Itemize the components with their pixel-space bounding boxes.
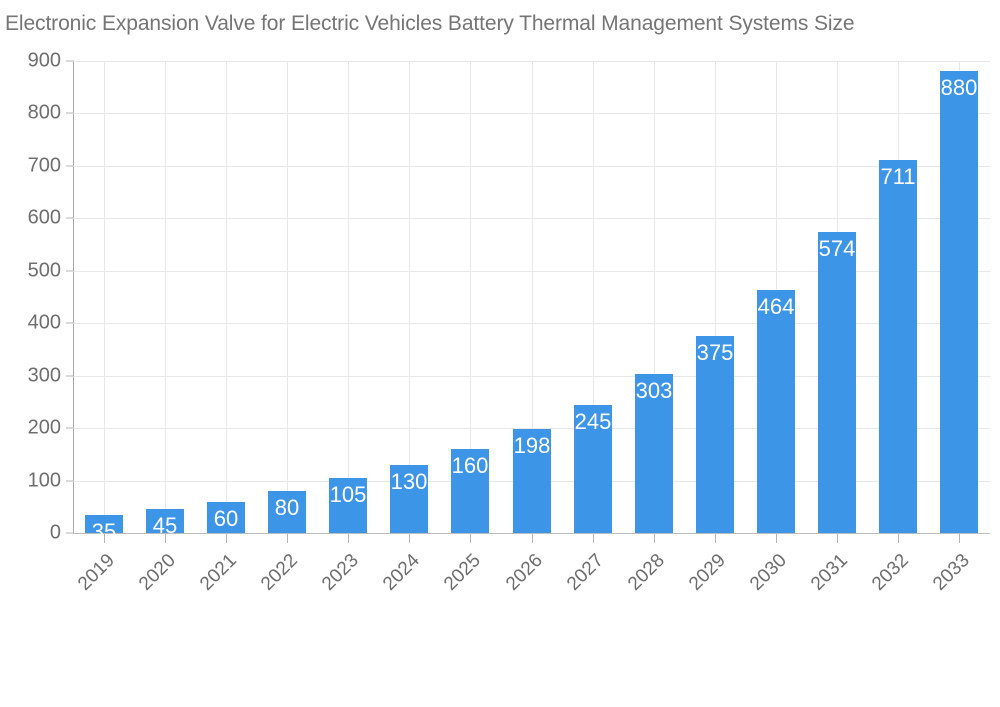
gridline-horizontal	[73, 533, 990, 534]
chart-title: Electronic Expansion Valve for Electric …	[5, 12, 855, 35]
bar[interactable]	[635, 374, 673, 533]
gridline-horizontal	[73, 61, 990, 62]
x-axis-tick-mark	[226, 534, 227, 543]
x-axis-tick-mark	[287, 534, 288, 543]
x-axis-tick-mark	[532, 534, 533, 543]
bar[interactable]	[390, 465, 428, 533]
gridline-horizontal	[73, 375, 990, 377]
bar-value-label: 130	[390, 469, 428, 494]
bar-value-label: 880	[940, 75, 978, 100]
x-axis-tick-mark	[654, 534, 655, 543]
gridline-vertical	[348, 61, 349, 533]
bar-value-label: 105	[329, 482, 367, 507]
x-axis-tick-mark	[165, 534, 166, 543]
bar-chart: Electronic Expansion Valve for Electric …	[5, 12, 990, 595]
bar[interactable]	[207, 502, 245, 533]
bar[interactable]	[757, 290, 795, 533]
bar[interactable]	[879, 160, 917, 533]
gridline-vertical	[593, 61, 594, 533]
bar[interactable]	[574, 405, 612, 533]
gridline-vertical	[226, 61, 227, 533]
x-axis-tick-mark	[409, 534, 410, 543]
y-axis-tick-label: 400	[27, 311, 61, 334]
bar-value-label: 574	[818, 236, 856, 261]
y-axis-tick-label: 800	[27, 101, 61, 124]
gridline-horizontal	[73, 323, 990, 325]
bar-value-label: 198	[513, 433, 551, 458]
gridline-horizontal	[73, 428, 990, 430]
gridline-vertical	[470, 61, 471, 533]
bar-value-label: 80	[274, 495, 300, 520]
bar[interactable]	[146, 509, 184, 533]
x-axis-tick-mark	[776, 534, 777, 543]
x-axis-tick-mark	[837, 534, 838, 543]
y-axis-tick-label: 600	[27, 206, 61, 229]
gridline-vertical	[165, 61, 166, 533]
bar[interactable]	[329, 478, 367, 533]
y-axis-tick-label: 700	[27, 154, 61, 177]
bar-value-label: 711	[880, 164, 916, 189]
bar[interactable]	[451, 449, 489, 533]
gridline-horizontal	[73, 113, 990, 115]
bar-value-label: 303	[635, 378, 673, 403]
bar[interactable]	[268, 491, 306, 533]
gridline-vertical	[287, 61, 288, 533]
y-axis-line	[73, 61, 74, 534]
x-axis-tick-mark	[715, 534, 716, 543]
bar-value-label: 160	[451, 453, 489, 478]
bar[interactable]	[85, 515, 123, 533]
x-axis-tick-mark	[593, 534, 594, 543]
bar-value-label: 375	[696, 340, 734, 365]
gridline-vertical	[532, 61, 533, 533]
gridline-horizontal	[73, 270, 990, 272]
x-axis-tick-mark	[470, 534, 471, 543]
bar[interactable]	[696, 336, 734, 533]
y-axis-tick-label: 900	[27, 49, 61, 72]
gridline-horizontal	[73, 218, 990, 220]
bar-value-label: 60	[213, 506, 239, 531]
y-axis-tick-label: 0	[49, 521, 61, 544]
gridline-vertical	[104, 61, 105, 533]
plot-area: 35 45 60 80 105 130 160 198 245 303 375 464 574 711 88…	[73, 61, 990, 544]
x-axis-tick-mark	[898, 534, 899, 543]
y-axis-tick-label: 100	[27, 469, 61, 492]
bar[interactable]	[818, 232, 856, 533]
x-axis-tick-mark	[348, 534, 349, 543]
gridline-horizontal	[73, 165, 990, 167]
y-axis-tick-label: 200	[27, 416, 61, 439]
x-axis-tick-mark	[104, 534, 105, 543]
bar[interactable]	[940, 71, 978, 533]
bar[interactable]	[513, 429, 551, 533]
gridline-vertical	[409, 61, 410, 533]
bar-value-label: 45	[152, 513, 178, 538]
bar-value-label: 245	[574, 409, 612, 434]
bar-value-label: 464	[757, 294, 795, 319]
x-axis-tick-mark	[959, 534, 960, 543]
y-axis-tick-label: 500	[27, 259, 61, 282]
y-axis-tick-label: 300	[27, 364, 61, 387]
gridline-vertical	[654, 61, 655, 533]
gridline-vertical	[715, 61, 716, 533]
